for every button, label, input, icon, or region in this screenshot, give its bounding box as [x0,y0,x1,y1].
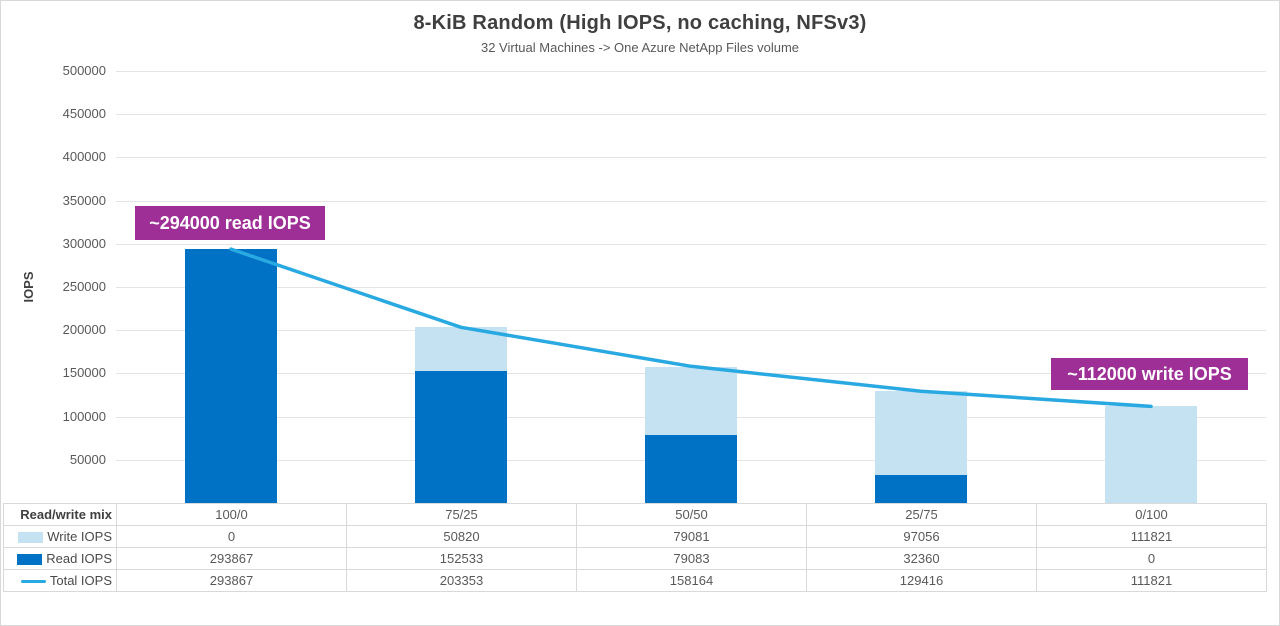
write-iops-bar-50/50 [645,367,737,435]
read-iops-bar-25/75 [875,475,967,503]
table-value: 97056 [806,525,1037,548]
y-tick-label: 50000 [69,451,106,467]
line-legend-swatch [20,580,46,584]
table-row: Write IOPS 0 50820 79081 97056 111821 [3,525,1267,548]
table-value: 203353 [346,569,577,592]
gridline [116,200,1266,202]
chart-subtitle: 32 Virtual Machines -> One Azure NetApp … [480,40,800,55]
table-value: 79081 [576,525,807,548]
write-iops-bar-75/25 [415,327,507,371]
gridline [116,157,1266,159]
y-tick-label: 300000 [62,235,106,251]
chart-title: 8-KiB Random (High IOPS, no caching, NFS… [413,12,867,34]
table-row: Read/write mix 100/0 75/25 50/50 25/75 0/100 [3,503,1267,526]
plot-area [116,71,1266,503]
read-iops-bar-75/25 [415,371,507,503]
annotation-read-iops: ~294000 read IOPS [135,206,325,240]
table-value: 79083 [576,547,807,570]
series-label: Write IOPS [3,525,117,548]
read-iops-bar-50/50 [645,435,737,503]
table-value: 152533 [346,547,577,570]
annotation-write-iops: ~112000 write IOPS [1051,358,1248,390]
table-row: Read IOPS 293867 152533 79083 32360 0 [3,547,1267,570]
bar-legend-swatch [18,532,44,544]
category-label: 0/100 [1036,503,1267,526]
category-label: 100/0 [116,503,347,526]
y-tick-label: 150000 [62,365,106,381]
y-tick-label: 450000 [62,106,106,122]
write-iops-bar-25/75 [875,391,967,475]
data-table: Read/write mix 100/0 75/25 50/50 25/75 0/100 W… [3,503,1267,592]
table-value: 158164 [576,569,807,592]
gridline [116,71,1266,72]
read-iops-bar-100/0 [185,249,277,503]
y-tick-label: 250000 [62,279,106,294]
y-tick-label: 350000 [62,192,106,208]
gridline [116,330,1266,332]
bar-legend-swatch [17,554,43,566]
table-value: 129416 [806,569,1037,592]
category-label: 75/25 [346,503,577,526]
table-header-read-write-mix: Read/write mix [3,503,117,526]
series-label: Read IOPS [3,547,117,570]
gridline [116,114,1266,116]
table-value: 50820 [346,525,577,548]
y-tick-label: 500000 [62,63,106,78]
table-value: 0 [116,525,347,548]
table-value: 293867 [116,547,347,570]
table-value: 111821 [1036,525,1267,548]
series-label: Total IOPS [3,569,117,592]
category-label: 25/75 [806,503,1037,526]
y-tick-label: 100000 [62,408,106,424]
table-value: 0 [1036,547,1267,570]
y-tick-label: 200000 [62,322,106,338]
gridline [116,287,1266,288]
table-value: 111821 [1036,569,1267,592]
total-iops-line [229,247,1153,409]
table-value: 293867 [116,569,347,592]
y-tick-label: 400000 [62,149,106,165]
write-iops-bar-0/100 [1105,406,1197,503]
category-label: 50/50 [576,503,807,526]
gridline [116,243,1266,245]
table-row: Total IOPS 293867 203353 158164 129416 111821 [3,569,1267,592]
table-value: 32360 [806,547,1037,570]
